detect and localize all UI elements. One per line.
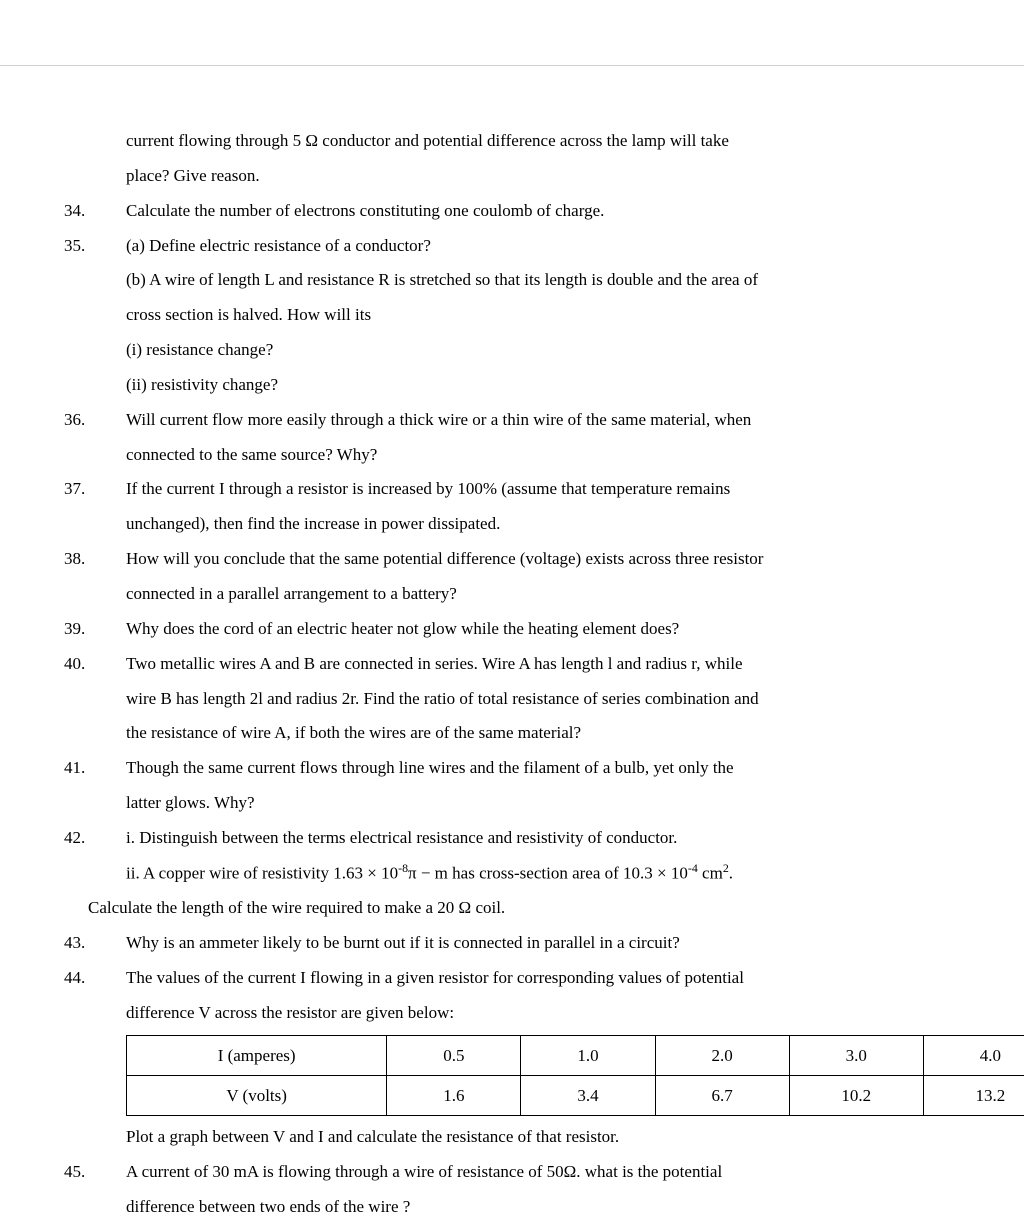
question-number: 36. [64, 403, 126, 438]
q44-after: Plot a graph between V and I and calcula… [126, 1120, 1004, 1155]
table-cell: 1.0 [521, 1035, 655, 1075]
question-text: i. Distinguish between the terms electri… [126, 821, 1004, 856]
question-list: current flowing through 5 Ω conductor an… [0, 66, 1024, 1225]
q42-ii-exp2: -4 [688, 861, 698, 875]
q35-b-line2: cross section is halved. How will its [126, 298, 1004, 333]
question-text: Why does the cord of an electric heater … [126, 612, 1004, 647]
question-text: The values of the current I flowing in a… [126, 961, 1004, 996]
table-cell: 3.4 [521, 1075, 655, 1115]
question-number: 35. [64, 229, 126, 264]
intro-continuation-1: current flowing through 5 Ω conductor an… [126, 124, 1004, 159]
intro-continuation-2: place? Give reason. [126, 159, 1004, 194]
q44-data-table: I (amperes) 0.5 1.0 2.0 3.0 4.0 V (volts… [126, 1035, 1024, 1116]
q42-ii-pre: ii. A copper wire of resistivity 1.63 × … [126, 863, 398, 882]
table-row: I (amperes) 0.5 1.0 2.0 3.0 4.0 [127, 1035, 1024, 1075]
question-number: 42. [64, 821, 126, 856]
question-number: 34. [64, 194, 126, 229]
question-number: 45. [64, 1155, 126, 1190]
question-number: 39. [64, 612, 126, 647]
q42-ii-exp1: -8 [398, 861, 408, 875]
question-38: 38. How will you conclude that the same … [64, 542, 1004, 577]
question-number: 41. [64, 751, 126, 786]
question-39: 39. Why does the cord of an electric hea… [64, 612, 1004, 647]
question-43: 43. Why is an ammeter likely to be burnt… [64, 926, 1004, 961]
q41-line2: latter glows. Why? [126, 786, 1004, 821]
table-cell: 13.2 [923, 1075, 1024, 1115]
question-41: 41. Though the same current flows throug… [64, 751, 1004, 786]
question-36: 36. Will current flow more easily throug… [64, 403, 1004, 438]
question-34: 34. Calculate the number of electrons co… [64, 194, 1004, 229]
table-cell: 3.0 [789, 1035, 923, 1075]
question-text: Two metallic wires A and B are connected… [126, 647, 1004, 682]
question-text: Will current flow more easily through a … [126, 403, 1004, 438]
question-text: If the current I through a resistor is i… [126, 472, 1004, 507]
question-text: How will you conclude that the same pote… [126, 542, 1004, 577]
table-cell: 10.2 [789, 1075, 923, 1115]
question-text: Though the same current flows through li… [126, 751, 1004, 786]
q37-line2: unchanged), then find the increase in po… [126, 507, 1004, 542]
question-number: 44. [64, 961, 126, 996]
q40-line2: wire B has length 2l and radius 2r. Find… [126, 682, 1004, 717]
question-number: 40. [64, 647, 126, 682]
q40-line3: the resistance of wire A, if both the wi… [126, 716, 1004, 751]
question-text: (a) Define electric resistance of a cond… [126, 229, 1004, 264]
question-44: 44. The values of the current I flowing … [64, 961, 1004, 996]
table-row-label: V (volts) [127, 1075, 387, 1115]
question-text: Calculate the number of electrons consti… [126, 194, 1004, 229]
question-37: 37. If the current I through a resistor … [64, 472, 1004, 507]
q42-ii-line2: Calculate the length of the wire require… [88, 891, 1004, 926]
question-number: 37. [64, 472, 126, 507]
table-row: V (volts) 1.6 3.4 6.7 10.2 13.2 [127, 1075, 1024, 1115]
q35-b-line1: (b) A wire of length L and resistance R … [126, 263, 1004, 298]
table-cell: 0.5 [387, 1035, 521, 1075]
q42-ii-end: . [729, 863, 733, 882]
question-number: 38. [64, 542, 126, 577]
table-row-label: I (amperes) [127, 1035, 387, 1075]
question-text: A current of 30 mA is flowing through a … [126, 1155, 1004, 1190]
q42-ii-mid: π − m has cross-section area of 10.3 × 1… [408, 863, 688, 882]
question-40: 40. Two metallic wires A and B are conne… [64, 647, 1004, 682]
q42-ii-line1: ii. A copper wire of resistivity 1.63 × … [126, 856, 1004, 892]
question-42: 42. i. Distinguish between the terms ele… [64, 821, 1004, 856]
q36-line2: connected to the same source? Why? [126, 438, 1004, 473]
q38-line2: connected in a parallel arrangement to a… [126, 577, 1004, 612]
q35-ii: (ii) resistivity change? [126, 368, 1004, 403]
table-cell: 6.7 [655, 1075, 789, 1115]
question-35: 35. (a) Define electric resistance of a … [64, 229, 1004, 264]
q42-ii-post: cm [698, 863, 723, 882]
question-text: Why is an ammeter likely to be burnt out… [126, 926, 1004, 961]
table-cell: 1.6 [387, 1075, 521, 1115]
q35-i: (i) resistance change? [126, 333, 1004, 368]
table-cell: 4.0 [923, 1035, 1024, 1075]
table-cell: 2.0 [655, 1035, 789, 1075]
question-number: 43. [64, 926, 126, 961]
q44-line2: difference V across the resistor are giv… [126, 996, 1004, 1031]
q45-line2: difference between two ends of the wire … [126, 1190, 1004, 1225]
question-45: 45. A current of 30 mA is flowing throug… [64, 1155, 1004, 1190]
